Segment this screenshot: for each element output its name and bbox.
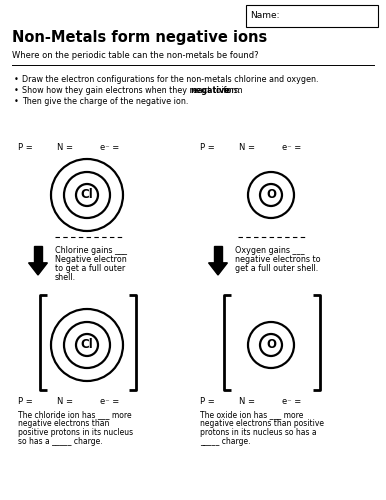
Text: N =: N = xyxy=(57,143,73,152)
Text: e⁻ =: e⁻ = xyxy=(282,397,301,406)
Text: _____ charge.: _____ charge. xyxy=(200,437,251,446)
Text: N =: N = xyxy=(239,143,255,152)
Text: •: • xyxy=(14,86,19,95)
Bar xyxy=(246,5,378,27)
Text: ions.: ions. xyxy=(219,86,241,95)
Text: shell.: shell. xyxy=(55,273,76,282)
Text: Cl: Cl xyxy=(81,338,93,351)
Bar xyxy=(34,246,42,263)
Bar xyxy=(214,246,222,263)
Text: to get a full outer: to get a full outer xyxy=(55,264,125,273)
Text: Chlorine gains ___: Chlorine gains ___ xyxy=(55,246,127,255)
Text: negative electrons to: negative electrons to xyxy=(235,255,321,264)
Text: Name:: Name: xyxy=(250,12,279,20)
Text: O: O xyxy=(266,338,276,351)
Text: The oxide ion has ___ more: The oxide ion has ___ more xyxy=(200,410,303,419)
Text: N =: N = xyxy=(57,397,73,406)
Text: Cl: Cl xyxy=(81,188,93,202)
Text: negative electrons than positive: negative electrons than positive xyxy=(200,419,324,428)
Polygon shape xyxy=(208,263,227,275)
Text: e⁻ =: e⁻ = xyxy=(100,143,119,152)
Text: Draw the electron configurations for the non-metals chlorine and oxygen.: Draw the electron configurations for the… xyxy=(22,75,318,84)
Text: P =: P = xyxy=(18,143,33,152)
Text: •: • xyxy=(14,97,19,106)
Text: P =: P = xyxy=(200,397,215,406)
Text: Negative electron: Negative electron xyxy=(55,255,127,264)
Text: negative: negative xyxy=(191,86,230,95)
Text: e⁻ =: e⁻ = xyxy=(282,143,301,152)
Text: e⁻ =: e⁻ = xyxy=(100,397,119,406)
Text: protons in its nucleus so has a: protons in its nucleus so has a xyxy=(200,428,317,437)
Text: O: O xyxy=(266,188,276,202)
Text: Then give the charge of the negative ion.: Then give the charge of the negative ion… xyxy=(22,97,188,106)
Text: Oxygen gains ___: Oxygen gains ___ xyxy=(235,246,305,255)
Text: Where on the periodic table can the non-metals be found?: Where on the periodic table can the non-… xyxy=(12,51,259,60)
Text: get a full outer shell.: get a full outer shell. xyxy=(235,264,318,273)
Text: Show how they gain electrons when they react to form: Show how they gain electrons when they r… xyxy=(22,86,245,95)
Text: The chloride ion has ___ more: The chloride ion has ___ more xyxy=(18,410,132,419)
Text: positive protons in its nucleus: positive protons in its nucleus xyxy=(18,428,133,437)
Text: P =: P = xyxy=(18,397,33,406)
Text: Non-Metals form negative ions: Non-Metals form negative ions xyxy=(12,30,267,45)
Polygon shape xyxy=(29,263,47,275)
Text: N =: N = xyxy=(239,397,255,406)
Text: negative electrons than: negative electrons than xyxy=(18,419,109,428)
Text: so has a _____ charge.: so has a _____ charge. xyxy=(18,437,103,446)
Text: P =: P = xyxy=(200,143,215,152)
Text: •: • xyxy=(14,75,19,84)
